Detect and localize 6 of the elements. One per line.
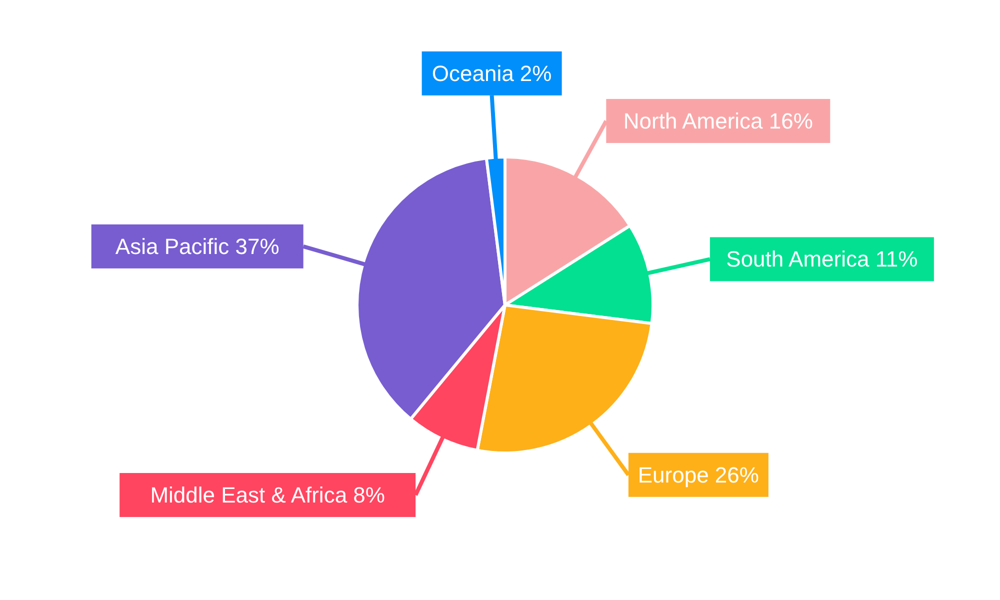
slice-label: Oceania 2% [432, 60, 552, 86]
slice-label: Middle East & Africa 8% [150, 482, 385, 508]
slice-label: South America 11% [726, 246, 918, 272]
slice-label: Europe 26% [638, 462, 759, 488]
slice-label: Asia Pacific 37% [115, 234, 280, 259]
slice-label: North America 16% [623, 108, 813, 134]
